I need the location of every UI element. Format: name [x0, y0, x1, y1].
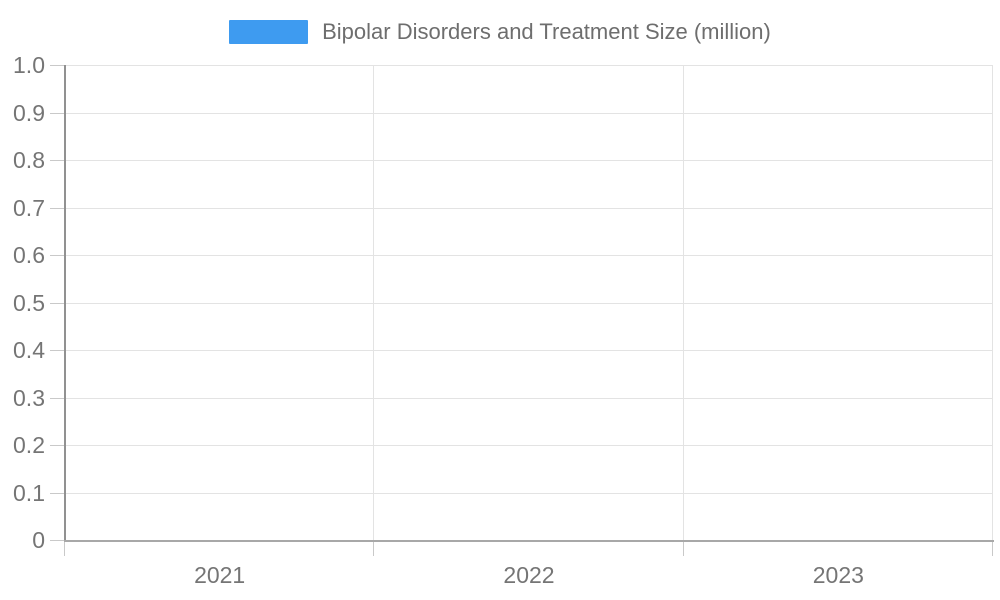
y-axis-tick-label: 1.0 [13, 52, 45, 78]
y-axis-tick [50, 540, 64, 541]
h-gridline [65, 350, 993, 351]
h-gridline [65, 302, 993, 304]
x-axis-tick [64, 542, 65, 556]
y-axis-line [64, 65, 66, 541]
y-axis-tick-label: 0.1 [13, 479, 45, 506]
x-axis-tick [682, 542, 684, 556]
h-gridline [65, 160, 993, 161]
y-axis-tick-label: 0.7 [13, 194, 45, 221]
v-gridline [373, 65, 375, 540]
h-gridline [65, 397, 993, 399]
x-axis-label: 2022 [503, 562, 555, 588]
x-axis-label: 2021 [194, 562, 246, 588]
y-axis-tick-label: 0.5 [13, 289, 45, 316]
y-axis-tick-label: 0.4 [13, 337, 45, 363]
legend[interactable]: Bipolar Disorders and Treatment Size (mi… [0, 19, 1000, 45]
x-axis-tick [992, 542, 993, 556]
h-gridline [65, 65, 993, 66]
y-axis-tick-label: 0.8 [13, 147, 45, 173]
h-gridline [65, 255, 993, 256]
y-axis-tick [50, 160, 64, 161]
h-gridline [65, 112, 993, 114]
y-axis-tick [50, 207, 64, 209]
v-gridline [992, 65, 993, 540]
y-axis-tick [50, 255, 64, 256]
x-axis-tick [373, 542, 375, 556]
x-axis-label: 2023 [812, 562, 864, 588]
y-axis-tick [50, 445, 64, 446]
legend-label[interactable]: Bipolar Disorders and Treatment Size (mi… [322, 19, 771, 44]
y-axis-tick [50, 65, 64, 66]
y-axis-tick-label: 0.3 [13, 384, 45, 411]
y-axis-tick [50, 492, 64, 494]
y-axis-tick-label: 0.9 [13, 99, 45, 126]
y-axis-tick-label: 0 [32, 527, 45, 553]
h-gridline [65, 207, 993, 209]
y-axis-tick-label: 0.6 [13, 242, 45, 268]
v-gridline [682, 65, 684, 540]
legend-swatch[interactable] [229, 20, 309, 44]
y-axis-tick [50, 112, 64, 114]
h-gridline [65, 445, 993, 446]
y-axis-tick-label: 0.2 [13, 432, 45, 458]
y-axis-tick [50, 350, 64, 351]
y-axis-tick [50, 397, 64, 399]
h-gridline [65, 492, 993, 494]
y-axis-tick [50, 302, 64, 304]
x-axis-line [64, 540, 994, 542]
